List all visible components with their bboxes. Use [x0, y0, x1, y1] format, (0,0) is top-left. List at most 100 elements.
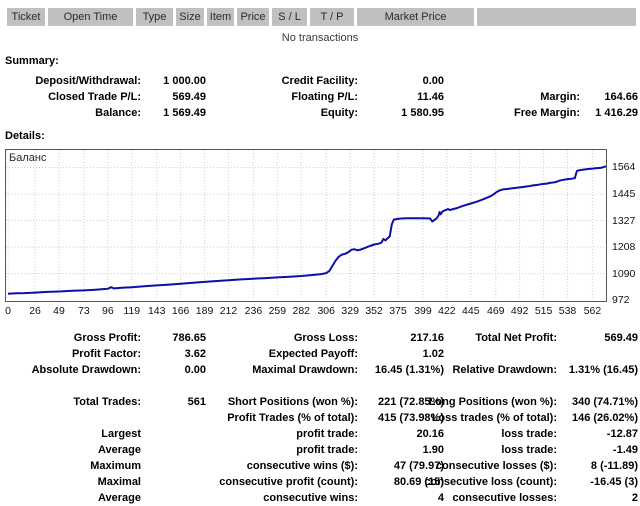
- stat-cell-label: Maximal Drawdown:: [252, 364, 358, 376]
- no-transactions-message: No transactions: [281, 32, 359, 44]
- stat-cell-value: 8 (-11.89): [590, 460, 638, 472]
- x-axis-tick-label: 189: [195, 305, 214, 317]
- stat-cell-label: consecutive wins:: [263, 492, 358, 504]
- stat-cell-label: Total Net Profit:: [475, 332, 557, 344]
- stat-cell-label: loss trade:: [501, 444, 557, 456]
- stat-cell-label: Largest: [101, 428, 141, 440]
- stat-cell-label: Short Positions (won %):: [227, 396, 358, 408]
- stat-cell-value: 2: [631, 492, 638, 504]
- column-header-market-price: Market Price: [357, 8, 474, 26]
- x-axis-tick-label: 306: [317, 305, 335, 317]
- x-axis-tick-label: 236: [244, 305, 263, 317]
- stat-cell-label: Gross Profit:: [73, 332, 141, 344]
- stat-cell-label: consecutive profit (count):: [219, 476, 358, 488]
- column-header-type: Type: [136, 8, 173, 26]
- summary-cell-value: 569.49: [172, 91, 206, 103]
- y-axis-tick-label: 1327: [612, 214, 636, 227]
- stat-cell-value: 20.16: [416, 428, 444, 440]
- stat-cell-label: Gross Loss:: [293, 332, 358, 344]
- stat-cell-value: 0.00: [184, 364, 206, 376]
- stat-cell-label: Average: [97, 444, 141, 456]
- summary-cell-value: 0.00: [422, 75, 444, 87]
- stat-cell-value: 415 (73.98%): [377, 412, 444, 424]
- stat-cell-value: 146 (26.02%): [571, 412, 638, 424]
- stat-cell-value: [141, 426, 206, 442]
- stat-cell-value: 569.49: [604, 332, 638, 344]
- stat-cell-label: Relative Drawdown:: [452, 364, 557, 376]
- stat-cell-label: [444, 346, 557, 362]
- stat-cell-value: 221 (72.85%): [377, 396, 444, 408]
- stat-cell-value: 217.16: [410, 332, 444, 344]
- balance-line-svg: [6, 150, 606, 300]
- column-header-size: Size: [176, 8, 204, 26]
- stat-cell-value: 1.31% (16.45): [568, 364, 638, 376]
- x-axis-tick-label: 469: [486, 305, 505, 317]
- x-axis-tick-label: 119: [123, 305, 141, 317]
- summary-cell-value: [580, 73, 638, 89]
- column-header-t-p: T / P: [310, 8, 354, 26]
- x-axis-tick-label: 0: [5, 305, 11, 317]
- column-header-open-time: Open Time: [48, 8, 133, 26]
- stat-cell-value: -12.87: [606, 428, 638, 440]
- x-axis-tick-label: 538: [558, 305, 577, 317]
- x-axis-tick-label: 445: [462, 305, 480, 317]
- summary-table: Deposit/Withdrawal: 1 000.00 Credit Facili…: [0, 73, 640, 121]
- x-axis-tick-label: 562: [583, 305, 602, 317]
- stat-cell-label: Long Positions (won %):: [428, 396, 557, 408]
- stat-cell-label: consecutive wins ($):: [246, 460, 358, 472]
- stat-cell-value: 561: [187, 396, 206, 408]
- x-axis-tick-label: 26: [29, 305, 41, 317]
- summary-cell-value: 1 000.00: [163, 75, 206, 87]
- summary-cell-label: Floating P/L:: [291, 91, 358, 103]
- stat-cell-value: -1.49: [612, 444, 638, 456]
- details-heading: Details:: [5, 130, 45, 142]
- section-gap: [0, 378, 638, 394]
- stat-cell-value: 3.62: [184, 348, 206, 360]
- stat-cell-value: 786.65: [172, 332, 206, 344]
- x-axis-tick-label: 399: [414, 305, 432, 317]
- summary-cell-label: Balance:: [95, 107, 141, 119]
- stat-cell-value: [141, 474, 206, 490]
- summary-cell-value: 1 569.49: [163, 107, 206, 119]
- column-header-ticket: Ticket: [7, 8, 45, 26]
- balance-line: [7, 165, 606, 295]
- stat-cell-value: 340 (74.71%): [571, 396, 638, 408]
- x-axis-tick-label: 212: [219, 305, 238, 317]
- stat-cell-value: 1.02: [422, 348, 444, 360]
- stat-cell-value: 47 (79.97): [393, 460, 444, 472]
- stat-cell-label: Maximum: [90, 460, 141, 472]
- summary-cell-label: Deposit/Withdrawal:: [35, 75, 141, 87]
- chart-legend-label: Баланс: [9, 152, 47, 164]
- x-axis-tick-label: 422: [438, 305, 456, 317]
- x-axis-tick-label: 492: [510, 305, 529, 317]
- x-axis-tick-label: 515: [534, 305, 553, 317]
- stat-cell-value: [141, 458, 206, 474]
- stat-cell-label: consecutive losses:: [452, 492, 557, 504]
- column-header-blank: [477, 8, 636, 26]
- y-axis-tick-label: 1564: [612, 161, 636, 174]
- summary-cell-label: Free Margin:: [513, 107, 580, 119]
- stat-cell-value: -16.45 (3): [590, 476, 638, 488]
- stat-cell-label: Average: [97, 492, 141, 504]
- balance-chart: Баланс 972 1090 1208 1327 1445 1564 0 26 49 73 96…: [0, 149, 640, 317]
- chart-plot-area: [5, 149, 607, 302]
- summary-cell-label: Margin:: [540, 91, 580, 103]
- stat-cell-label: consecutive loss (count):: [424, 476, 557, 488]
- summary-cell-value: 1 580.95: [401, 107, 444, 119]
- stat-cell-label: consecutive losses ($):: [435, 460, 557, 472]
- x-axis-tick-label: 259: [268, 305, 287, 317]
- stat-cell-label: [0, 410, 141, 426]
- stat-cell-label: Expected Payoff:: [268, 348, 358, 360]
- stat-cell-label: Total Trades:: [73, 396, 141, 408]
- stat-cell-value: [557, 346, 638, 362]
- stat-cell-label: Profit Factor:: [71, 348, 141, 360]
- x-axis-tick-label: 329: [341, 305, 359, 317]
- stat-cell-label: Profit Trades (% of total):: [227, 412, 358, 424]
- stat-cell-label: Loss trades (% of total):: [431, 412, 557, 424]
- y-axis-tick-label: 1445: [612, 188, 636, 201]
- summary-cell-label: Equity:: [320, 107, 358, 119]
- y-axis-tick-label: 972: [612, 294, 630, 306]
- x-axis-tick-label: 49: [53, 305, 65, 317]
- summary-cell-label: Credit Facility:: [281, 75, 358, 87]
